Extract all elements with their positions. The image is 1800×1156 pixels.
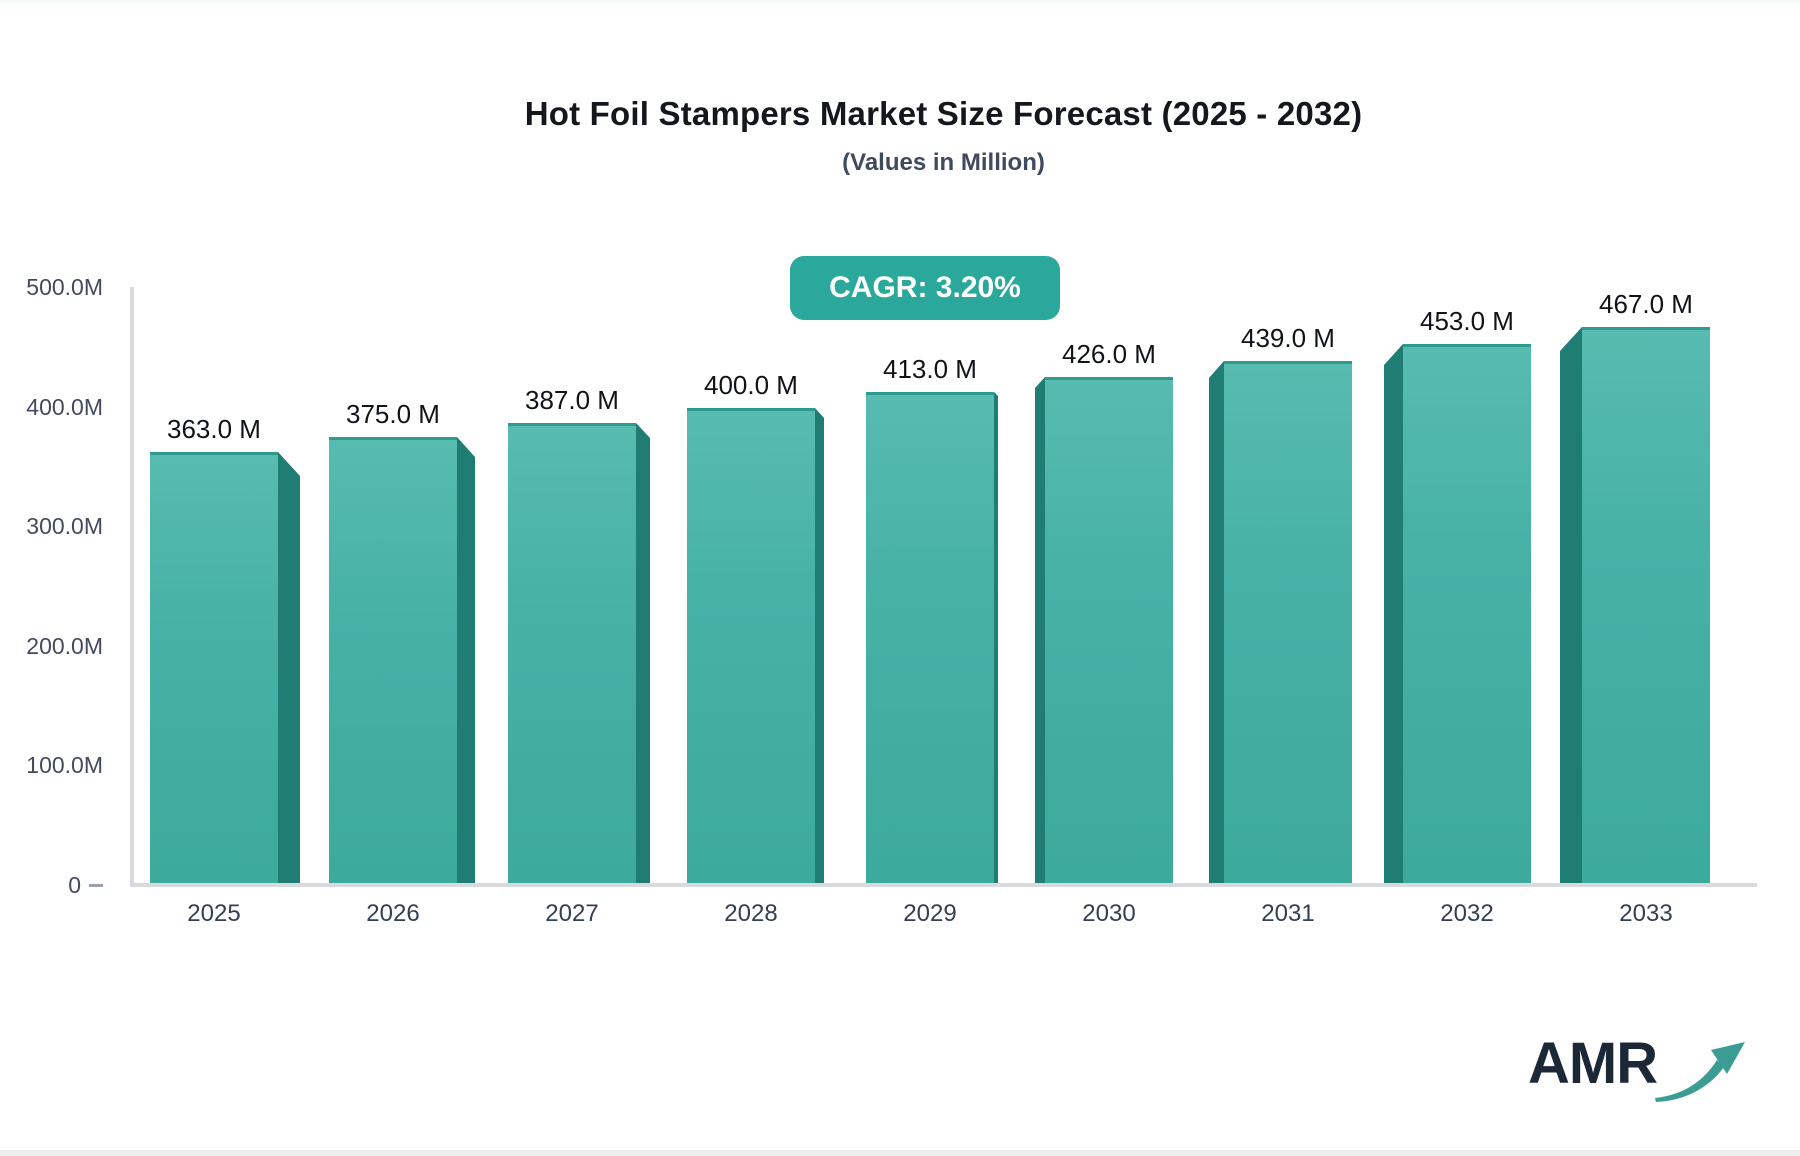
bar-side-face [636,423,650,886]
bar-side-face [815,408,824,886]
x-tick-2028: 2028 [724,900,778,927]
bar-front-face [508,423,636,886]
x-tick-2026: 2026 [366,900,420,927]
y-tick-mark [89,883,103,887]
bar-side-face [994,392,998,886]
y-tick-label: 0 [68,872,81,898]
page-top-border [0,0,1800,3]
y-tick-300.0M: 300.0M [0,511,103,541]
chart-subtitle: (Values in Million) [842,149,1045,176]
y-tick-label: 400.0M [26,394,103,420]
bar-value-label-2032: 453.0 M [1420,306,1514,336]
bar-2025 [150,452,300,886]
amr-logo: AMR [1528,1031,1749,1104]
page-bottom-border [0,1150,1800,1156]
x-tick-2033: 2033 [1619,900,1673,927]
bar-2027 [508,423,650,886]
bar-side-face [278,452,300,886]
bar-side-face [1035,377,1045,886]
y-axis-line [130,287,134,885]
x-tick-2030: 2030 [1082,900,1136,927]
cagr-badge: CAGR: 3.20% [790,256,1060,320]
bar-front-face [1224,361,1352,886]
chart-title: Hot Foil Stampers Market Size Forecast (… [524,95,1363,132]
bar-value-label-2033: 467.0 M [1599,289,1693,319]
y-tick-500.0M: 500.0M [0,272,103,302]
y-tick-label: 200.0M [26,633,103,659]
y-tick-0: 0 [0,870,103,900]
bar-front-face [1045,377,1173,886]
bar-2033 [1560,327,1710,886]
amr-logo-text: AMR [1528,1031,1658,1096]
x-axis-baseline [130,883,1757,887]
x-tick-2032: 2032 [1440,900,1494,927]
bar-2026 [329,437,475,886]
bar-value-label-2029: 413.0 M [883,354,977,384]
bar-side-face [457,437,475,886]
bar-front-face [1582,327,1710,886]
bar-2032 [1384,344,1531,886]
bar-value-label-2031: 439.0 M [1241,323,1335,353]
bar-2028 [687,408,824,886]
bar-value-label-2030: 426.0 M [1062,339,1156,369]
x-tick-2031: 2031 [1261,900,1315,927]
bar-front-face [1403,344,1531,886]
trending-up-arrow-icon [1655,1042,1746,1102]
y-tick-400.0M: 400.0M [0,392,103,422]
y-tick-label: 500.0M [26,274,103,300]
bar-side-face [1560,327,1582,886]
bar-2031 [1209,361,1352,886]
x-tick-2027: 2027 [545,900,599,927]
bar-front-face [329,437,457,886]
bar-value-label-2028: 400.0 M [704,370,798,400]
bar-value-label-2026: 375.0 M [346,399,440,429]
x-tick-2025: 2025 [187,900,241,927]
bar-value-label-2027: 387.0 M [525,385,619,415]
bar-value-label-2025: 363.0 M [167,414,261,444]
bar-2029 [866,392,998,886]
y-tick-label: 100.0M [26,752,103,778]
y-tick-100.0M: 100.0M [0,750,103,780]
bar-side-face [1384,344,1403,886]
y-tick-label: 300.0M [26,513,103,539]
bar-front-face [150,452,278,886]
y-tick-200.0M: 200.0M [0,631,103,661]
bar-front-face [687,408,815,886]
bar-2030 [1035,377,1173,886]
x-tick-2029: 2029 [903,900,957,927]
bar-front-face [866,392,994,886]
bar-side-face [1209,361,1224,886]
